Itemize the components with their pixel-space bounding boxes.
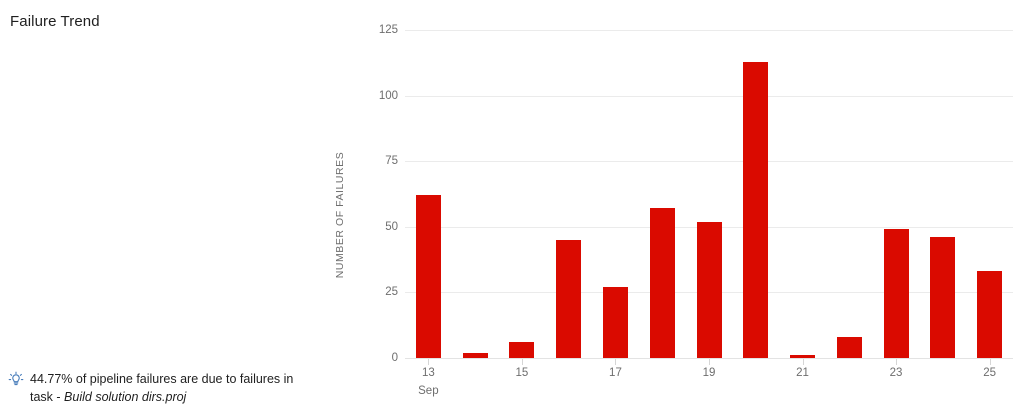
y-axis-tick-label: 25 (385, 286, 398, 299)
x-axis-tick-mark (709, 359, 710, 365)
bar[interactable] (649, 208, 675, 358)
x-axis-tick-label: 21 (796, 367, 809, 379)
insight-line-2-prefix: task - (30, 390, 65, 404)
bar[interactable] (509, 342, 535, 358)
x-axis-month-label: Sep (418, 385, 439, 397)
failure-trend-chart: NUMBER OF FAILURES 0 25 50 75 100 125 13 Sep 15… (334, 24, 1013, 410)
page-title: Failure Trend (10, 13, 100, 30)
bar[interactable] (602, 287, 628, 358)
y-axis-tick-label: 75 (385, 155, 398, 168)
x-axis-tick-mark (428, 359, 430, 365)
x-axis-tick-mark (615, 359, 617, 365)
bar[interactable] (930, 237, 956, 358)
x-axis-tick-mark (989, 359, 991, 365)
x-axis-tick-label: 13 (421, 367, 435, 379)
x-axis-tick-label: 19 (702, 367, 716, 379)
insight-banner: 44.77% of pipeline failures are due to f… (8, 370, 308, 406)
x-axis-tick-label: 15 (515, 367, 529, 379)
insight-task-name: Build solution dirs.proj (64, 390, 187, 404)
y-axis-tick-label: 50 (385, 220, 398, 233)
bar[interactable] (883, 229, 909, 358)
bar[interactable] (556, 239, 582, 358)
bar[interactable] (836, 337, 862, 358)
y-axis-tick-label: 125 (378, 24, 398, 36)
gridline (405, 161, 1013, 163)
x-axis-tick-label: 25 (983, 367, 996, 379)
x-axis-tick-mark (521, 359, 523, 365)
gridline (405, 95, 1013, 97)
gridline (405, 30, 1013, 31)
y-axis-tick-label: 100 (378, 89, 398, 102)
bar[interactable] (790, 355, 816, 358)
gridline (405, 358, 1013, 359)
bar[interactable] (743, 61, 769, 358)
y-axis-tick-label: 0 (391, 352, 398, 364)
insight-line-1: 44.77% of pipeline failures are due to f… (30, 372, 294, 386)
x-axis-tick-mark (802, 359, 804, 365)
x-axis-tick-label: 23 (889, 367, 903, 379)
plot-area (405, 30, 1013, 358)
bar[interactable] (977, 271, 1003, 358)
y-axis-title: NUMBER OF FAILURES (334, 151, 346, 279)
x-axis-tick-mark (896, 359, 898, 365)
insight-text: 44.77% of pipeline failures are due to f… (30, 370, 293, 406)
lightbulb-icon (8, 371, 24, 393)
x-axis-tick-label: 17 (609, 367, 622, 379)
bar[interactable] (415, 195, 441, 358)
bar[interactable] (462, 352, 488, 358)
bar[interactable] (696, 221, 722, 358)
